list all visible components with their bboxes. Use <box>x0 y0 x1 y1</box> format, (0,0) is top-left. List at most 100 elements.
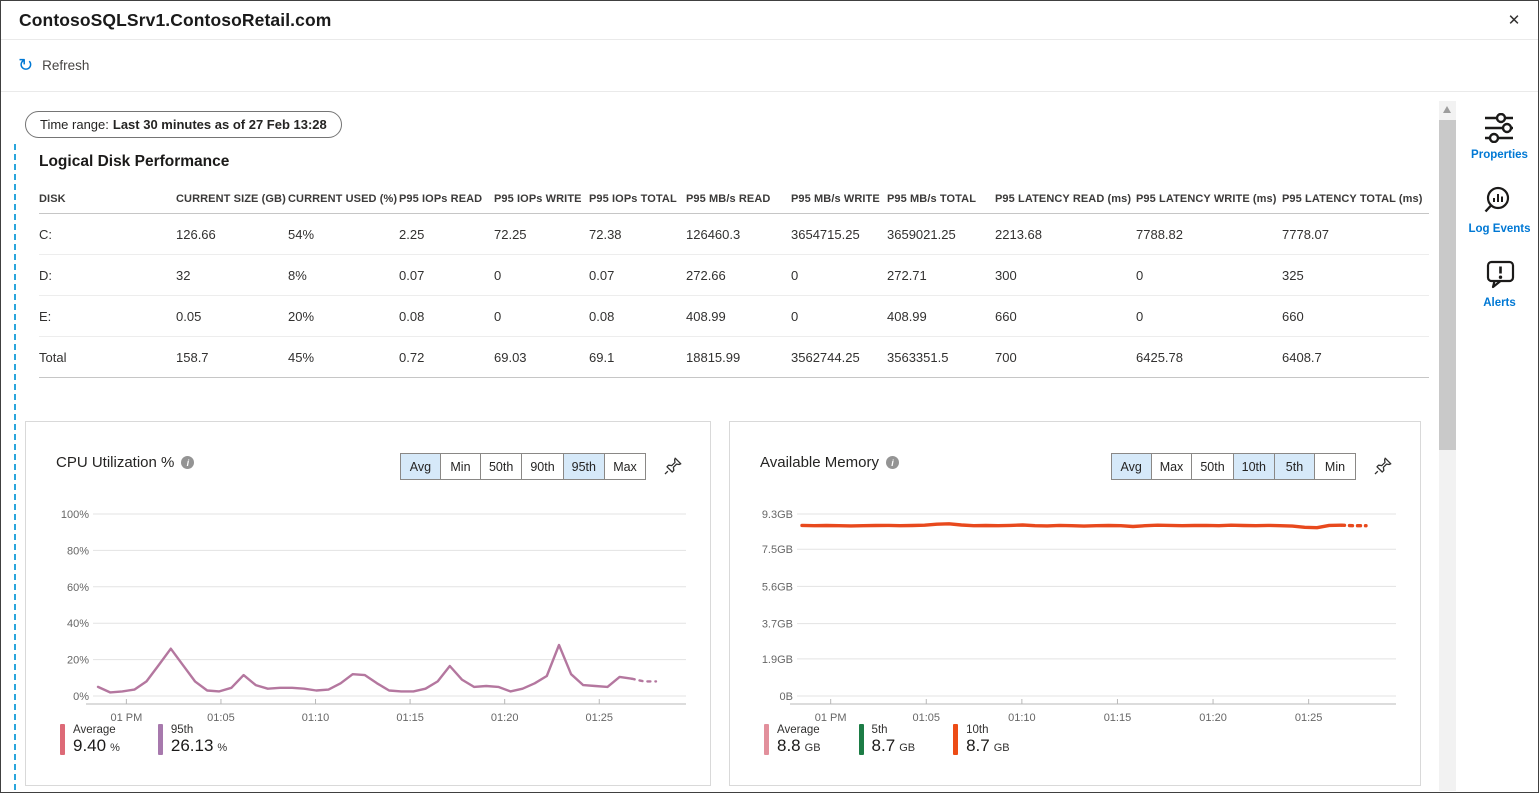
legend-item-95th[interactable]: 95th 26.13% <box>157 724 227 756</box>
time-range-prefix: Time range: <box>40 117 109 132</box>
table-cell: 158.7 <box>176 349 209 365</box>
table-cell: 272.71 <box>887 267 927 283</box>
scrollbar-up-arrow-icon[interactable] <box>1443 106 1451 113</box>
aggregation-50th-button[interactable]: 50th <box>1192 454 1234 479</box>
legend-unit: GB <box>899 742 916 754</box>
legend-value: 9.40 <box>73 736 107 755</box>
column-header[interactable]: CURRENT SIZE (GB) <box>176 193 286 205</box>
svg-text:80%: 80% <box>67 545 89 557</box>
svg-text:40%: 40% <box>67 618 89 630</box>
table-cell: 0.07 <box>399 267 425 283</box>
column-header[interactable]: P95 LATENCY READ (ms) <box>995 193 1132 205</box>
legend-item-10th[interactable]: 10th 8.7 GB <box>953 724 1010 756</box>
column-header[interactable]: P95 LATENCY TOTAL (ms) <box>1282 193 1423 205</box>
svg-text:0B: 0B <box>780 691 793 703</box>
alert-bubble-icon <box>1486 260 1514 289</box>
sidebar-item-label: Log Events <box>1468 223 1531 235</box>
aggregation-5th-button[interactable]: 5th <box>1275 454 1315 479</box>
time-range-pill[interactable]: Time range: Last 30 minutes as of 27 Feb… <box>25 111 342 138</box>
table-row-e[interactable]: E: 0.05 20% 0.08 0 0.08 408.99 0 408.99 660 0 660 <box>39 296 1429 337</box>
column-header[interactable]: DISK <box>39 193 66 205</box>
table-row-d[interactable]: D: 32 8% 0.07 0 0.07 272.66 0 272.71 300 0 325 <box>39 255 1429 296</box>
table-cell: 0.05 <box>176 308 202 324</box>
legend-color-bar <box>60 724 65 755</box>
refresh-button[interactable]: ↻ Refresh <box>18 56 89 75</box>
svg-text:3.7GB: 3.7GB <box>762 619 793 631</box>
column-header[interactable]: P95 IOPs READ <box>399 193 483 205</box>
available-memory-chart-canvas: 9.3GB 7.5GB 5.6GB 3.7GB 1.9GB 0B 01 PM 01:05 01:… <box>762 509 1396 724</box>
svg-text:20%: 20% <box>67 655 89 667</box>
column-header[interactable]: P95 MB/s READ <box>686 193 771 205</box>
svg-text:01:20: 01:20 <box>491 712 519 724</box>
workbook-edit-dashed-border <box>14 144 16 790</box>
table-cell: 300 <box>995 267 1017 283</box>
svg-text:01:15: 01:15 <box>1104 712 1132 724</box>
column-header[interactable]: P95 MB/s WRITE <box>791 193 880 205</box>
aggregation-min-button[interactable]: Min <box>440 454 481 479</box>
aggregation-avg-button[interactable]: Avg <box>400 454 441 479</box>
column-header[interactable]: P95 IOPs WRITE <box>494 193 582 205</box>
sidebar-item-alerts[interactable]: Alerts <box>1483 259 1517 309</box>
legend-value: 8.7 <box>966 736 990 755</box>
table-cell: 72.25 <box>494 226 527 242</box>
legend-label: Average <box>777 724 820 736</box>
column-header[interactable]: P95 IOPs TOTAL <box>589 193 677 205</box>
sidebar-item-log-events[interactable]: Log Events <box>1468 185 1531 235</box>
sidebar-item-label: Alerts <box>1483 297 1516 309</box>
legend-color-bar <box>764 724 769 755</box>
column-header[interactable]: P95 LATENCY WRITE (ms) <box>1136 193 1277 205</box>
info-icon[interactable]: i <box>885 456 899 469</box>
info-icon[interactable]: i <box>181 456 195 469</box>
svg-text:60%: 60% <box>67 582 89 594</box>
table-cell: D: <box>39 267 52 283</box>
aggregation-max-button[interactable]: Max <box>605 454 645 479</box>
scrollbar-thumb[interactable] <box>1439 120 1456 450</box>
svg-text:01:05: 01:05 <box>207 712 235 724</box>
table-row-total[interactable]: Total 158.7 45% 0.72 69.03 69.1 18815.99 356274… <box>39 337 1429 378</box>
disk-performance-section: Logical Disk Performance DISK CURRENT SIZ… <box>39 153 1429 378</box>
aggregation-90th-button[interactable]: 90th <box>522 454 564 479</box>
table-cell: 2213.68 <box>995 226 1042 242</box>
svg-text:01:25: 01:25 <box>1295 712 1323 724</box>
pin-button[interactable] <box>660 453 686 479</box>
legend-value: 8.8 <box>777 736 801 755</box>
table-cell: 0 <box>791 267 799 283</box>
disk-table: DISK CURRENT SIZE (GB) CURRENT USED (%) P95… <box>39 185 1429 378</box>
aggregation-avg-button[interactable]: Avg <box>1111 454 1152 479</box>
legend-item-5th[interactable]: 5th 8.7 GB <box>858 724 916 756</box>
table-cell: 126460.3 <box>686 226 741 242</box>
table-cell: Total <box>39 349 67 365</box>
legend-item-average[interactable]: Average 8.8 GB <box>764 724 821 756</box>
close-icon[interactable]: ✕ <box>1507 12 1521 29</box>
aggregation-50th-button[interactable]: 50th <box>480 454 523 479</box>
svg-text:01:10: 01:10 <box>302 712 330 724</box>
table-cell: 0.72 <box>399 349 425 365</box>
chart-plot-area: 9.3GB 7.5GB 5.6GB 3.7GB 1.9GB 0B 01 PM 01:05 01:… <box>740 498 1410 730</box>
aggregation-95th-button[interactable]: 95th <box>563 454 605 479</box>
search-chart-icon <box>1485 186 1510 213</box>
table-cell: 0 <box>494 308 502 324</box>
svg-text:01 PM: 01 PM <box>815 712 847 724</box>
aggregation-10th-button[interactable]: 10th <box>1233 454 1275 479</box>
chart-title-text: CPU Utilization % <box>56 454 175 471</box>
legend-item-average[interactable]: Average 9.40% <box>60 724 120 756</box>
table-cell: 408.99 <box>686 308 726 324</box>
aggregation-max-button[interactable]: Max <box>1151 454 1193 479</box>
svg-text:01:05: 01:05 <box>913 712 941 724</box>
svg-text:100%: 100% <box>61 509 89 521</box>
column-header[interactable]: P95 MB/s TOTAL <box>887 193 977 205</box>
pin-button[interactable] <box>1370 453 1396 479</box>
svg-text:01 PM: 01 PM <box>110 712 142 724</box>
side-panel: Properties Log Events Alerts <box>1460 101 1538 333</box>
table-row-c[interactable]: C: 126.66 54% 2.25 72.25 72.38 126460.3 3654715… <box>39 214 1429 255</box>
aggregation-min-button[interactable]: Min <box>1315 454 1355 479</box>
aggregation-toggle-group: Avg Max 50th 10th 5th Min <box>1110 453 1356 480</box>
table-cell: 0 <box>1136 267 1144 283</box>
column-header[interactable]: CURRENT USED (%) <box>288 193 398 205</box>
table-cell: C: <box>39 226 52 242</box>
table-cell: 0.08 <box>589 308 615 324</box>
legend-value: 26.13 <box>170 736 214 755</box>
table-cell: 6425.78 <box>1136 349 1183 365</box>
command-bar: ↻ Refresh <box>1 40 1538 92</box>
sidebar-item-properties[interactable]: Properties <box>1471 113 1528 161</box>
